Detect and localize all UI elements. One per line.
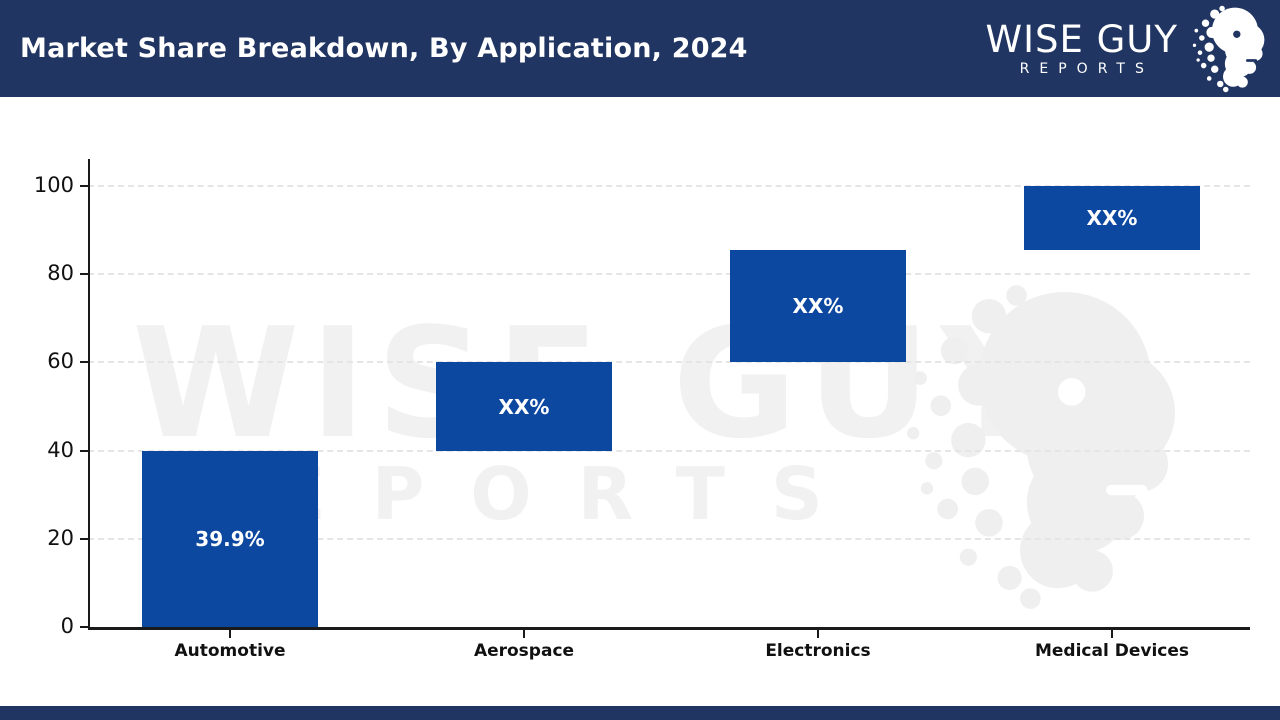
footer-bar <box>0 706 1280 720</box>
x-category-label: Aerospace <box>473 641 575 661</box>
bar-automotive: 39.9% <box>142 451 318 627</box>
gridline-y-100 <box>88 185 1250 187</box>
x-category-label: Medical Devices <box>1034 641 1189 661</box>
brand-logo: WISE GUY REPORTS <box>986 3 1266 95</box>
header-bar: Market Share Breakdown, By Application, … <box>0 0 1280 97</box>
gridline-y-20 <box>88 537 1250 540</box>
dotted-face-icon <box>1192 5 1265 92</box>
x-category-label: Electronics <box>765 641 871 661</box>
y-tick-label: 100 <box>33 173 74 197</box>
brand-logo-text: WISE GUY REPORTS <box>986 21 1178 76</box>
brand-subtitle: REPORTS <box>1019 61 1154 77</box>
face-mouth-line <box>1246 58 1258 62</box>
x-category-label: Automotive <box>174 641 286 661</box>
x-axis-line <box>88 627 1250 630</box>
y-tick-mark <box>80 449 88 452</box>
y-tick-label: 60 <box>47 349 74 374</box>
gridline-y-40 <box>88 449 1250 452</box>
y-tick-mark <box>80 537 88 540</box>
bar-value-label: XX% <box>792 294 844 319</box>
x-tick-mark <box>1111 630 1113 638</box>
y-tick-mark <box>80 273 88 276</box>
y-tick-mark <box>80 185 88 187</box>
brand-name: WISE GUY <box>985 18 1178 61</box>
y-tick-label: 40 <box>47 437 74 462</box>
chart-title: Market Share Breakdown, By Application, … <box>20 33 748 64</box>
y-tick-label: 0 <box>60 614 74 638</box>
bar-value-label: XX% <box>1086 205 1138 230</box>
y-tick-mark <box>80 626 88 628</box>
gridline-y-60 <box>88 361 1250 364</box>
gridline-y-80 <box>88 273 1250 276</box>
y-axis-line <box>88 159 90 630</box>
face-eye-dot <box>1233 30 1241 38</box>
y-tick-label: 80 <box>47 261 74 286</box>
bar-value-label: XX% <box>498 394 550 419</box>
chart-plot-region: WISE GUY REPORTS 0 20 40 60 80 100 39.9% Automo… <box>0 97 1280 706</box>
bar-value-label: 39.9% <box>195 527 265 551</box>
x-tick-mark <box>523 630 525 638</box>
bar-electronics: XX% <box>730 249 906 363</box>
watermark-face-icon <box>907 285 1175 609</box>
bar-aerospace: XX% <box>436 362 612 452</box>
y-tick-mark <box>80 361 88 364</box>
x-tick-mark <box>817 630 819 638</box>
y-tick-label: 20 <box>47 525 74 550</box>
bar-medical-devices: XX% <box>1024 186 1200 250</box>
x-tick-mark <box>229 630 231 638</box>
